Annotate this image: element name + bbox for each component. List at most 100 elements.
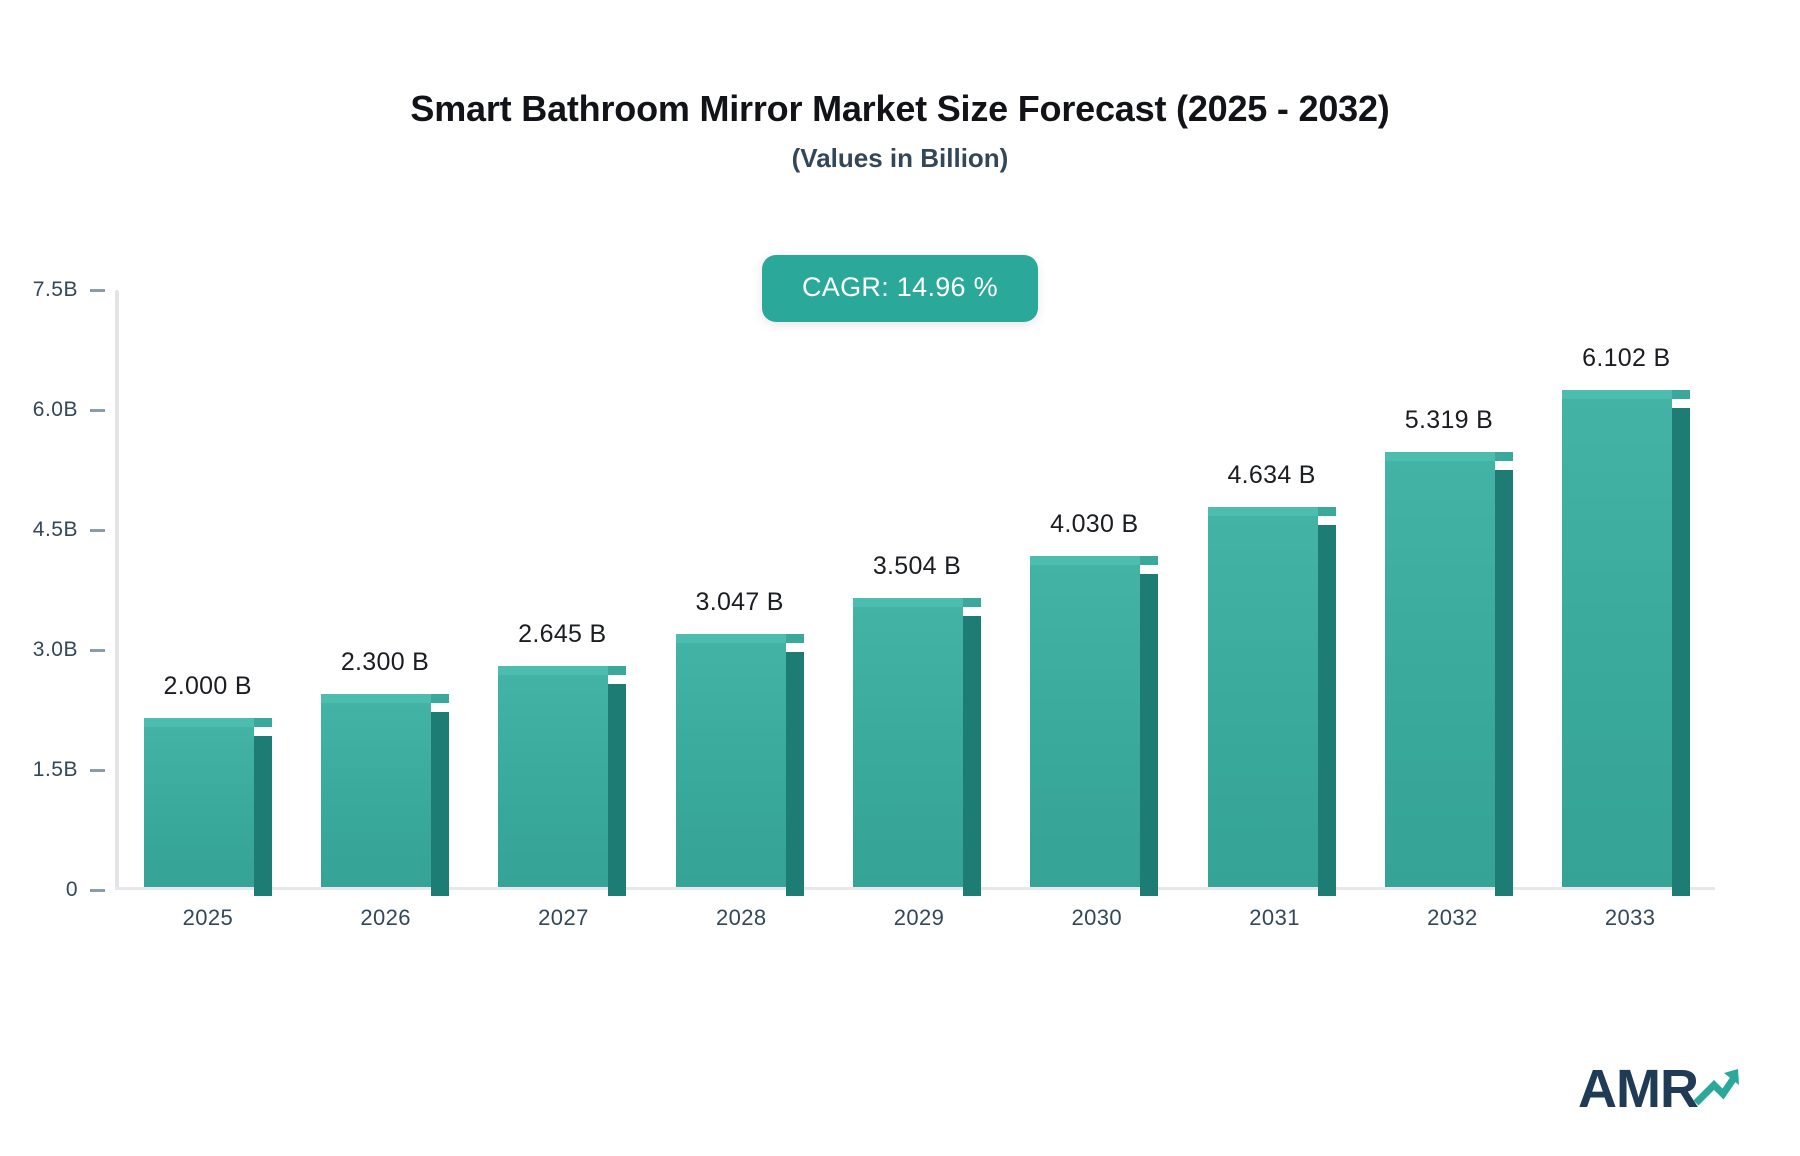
bar-top-corner <box>785 634 804 644</box>
bar-value-label: 2.300 B <box>340 648 430 676</box>
y-axis-tick-mark <box>90 408 105 412</box>
bar-front-face <box>1030 564 1141 887</box>
y-axis-tick-mark <box>90 528 105 532</box>
x-axis-label: 2027 <box>538 905 589 930</box>
bar[interactable] <box>675 634 804 896</box>
growth-arrow-icon <box>1693 1067 1740 1112</box>
bar-front-face <box>1384 461 1495 887</box>
chart-title: Smart Bathroom Mirror Market Size Foreca… <box>410 88 1390 129</box>
bar-front-face <box>143 727 254 887</box>
bar-value-label: 4.030 B <box>1050 509 1139 538</box>
bar-value-label: 2.000 B <box>163 672 252 700</box>
x-axis-label: 2028 <box>715 905 767 930</box>
x-axis-label: 2032 <box>1427 905 1478 930</box>
bar-top-corner <box>962 597 981 607</box>
y-axis-tick-label: 1.5B <box>32 758 78 781</box>
bar-value-label: 3.047 B <box>695 588 784 617</box>
bar-slot: 4.030 B <box>1006 290 1183 896</box>
amr-logo: AMR <box>1578 1062 1740 1116</box>
y-axis-tick-mark <box>90 888 105 892</box>
bar-top-face <box>1562 389 1673 399</box>
bar-side-face <box>1317 525 1336 896</box>
y-axis-tick: 1.5B <box>33 758 115 782</box>
bar[interactable] <box>320 694 449 896</box>
bar-side-face <box>430 712 449 896</box>
x-axis-label: 2025 <box>182 905 234 930</box>
bar-top-face <box>675 634 786 644</box>
y-axis-tick-label: 0 <box>65 878 78 901</box>
bar-slot: 5.319 B <box>1360 290 1537 896</box>
bar-front-face <box>320 703 431 887</box>
x-axis-labels: 2025 2026 2027 2028 2029 2030 2031 2032 2033 <box>119 905 1719 931</box>
bar-top-face <box>1384 452 1495 462</box>
bar-top-corner <box>253 718 272 727</box>
bar-series: 2.000 B 2.300 B 2.645 B 3.047 B 3.504 B 4.030… <box>119 290 1715 896</box>
chart-subtitle: (Values in Billion) <box>791 143 1009 174</box>
amr-logo-text: AMR <box>1578 1059 1699 1119</box>
bar-slot: 3.047 B <box>651 290 828 896</box>
bar-value-label: 4.634 B <box>1227 461 1316 490</box>
bar-value-label: 3.504 B <box>872 551 962 580</box>
bar-front-face <box>1562 398 1673 887</box>
bar-slot: 2.000 B <box>119 290 296 896</box>
x-axis-label: 2029 <box>893 905 945 930</box>
bar[interactable] <box>1030 555 1159 896</box>
y-axis-tick: 0 <box>66 878 115 902</box>
bar-front-face <box>852 606 963 887</box>
bar-top-corner <box>1494 452 1513 462</box>
bar[interactable] <box>498 666 627 896</box>
bar-top-corner <box>1317 507 1336 517</box>
bar-front-face <box>498 675 609 887</box>
bar-value-label: 6.102 B <box>1582 343 1671 372</box>
bar[interactable] <box>852 597 981 896</box>
bar-side-face <box>1494 470 1513 896</box>
cagr-badge: CAGR: 14.96 % <box>762 255 1038 322</box>
bar-value-label: 2.645 B <box>518 620 607 649</box>
bar-slot: 6.102 B <box>1538 290 1715 896</box>
plot-area: 0 1.5B 3.0B 4.5B 6.0B 7.5B 2.000 B 2.300 B 2.64… <box>33 278 1715 901</box>
chart-header: Smart Bathroom Mirror Market Size Foreca… <box>0 88 1800 174</box>
bar-top-corner <box>1140 555 1159 565</box>
y-axis-tick: 6.0B <box>33 398 115 422</box>
bar-top-face <box>1207 507 1318 517</box>
bar[interactable] <box>1384 452 1513 896</box>
y-axis-tick: 4.5B <box>33 518 115 542</box>
x-axis-line <box>115 887 1715 890</box>
bar-value-label: 5.319 B <box>1404 406 1494 435</box>
bar-top-face <box>498 666 609 676</box>
y-axis-tick-mark <box>90 768 105 772</box>
y-axis-tick: 7.5B <box>33 278 115 302</box>
bar-slot: 2.645 B <box>474 290 651 896</box>
y-axis-tick: 3.0B <box>33 638 115 662</box>
bar-top-corner <box>430 694 449 703</box>
y-axis-tick-mark <box>90 648 105 652</box>
bar-side-face <box>962 615 981 896</box>
bar-top-face <box>143 718 254 727</box>
y-axis-line <box>115 290 119 890</box>
bar-top-face <box>320 694 431 703</box>
bar-side-face <box>253 736 272 896</box>
bar[interactable] <box>143 718 272 896</box>
x-axis-label: 2031 <box>1249 905 1300 930</box>
bar[interactable] <box>1207 507 1336 896</box>
y-axis-tick-label: 7.5B <box>32 278 78 301</box>
bar[interactable] <box>1562 389 1691 896</box>
bar-top-corner <box>1672 389 1691 399</box>
x-axis-label: 2033 <box>1604 905 1656 930</box>
bar-top-face <box>852 597 963 607</box>
bar-front-face <box>1207 516 1318 887</box>
cagr-badge-wrapper: CAGR: 14.96 % <box>0 255 1800 322</box>
bar-front-face <box>675 643 786 887</box>
bar-slot: 2.300 B <box>296 290 473 896</box>
bar-side-face <box>1140 573 1159 896</box>
bar-top-corner <box>608 666 627 676</box>
bar-side-face <box>1672 407 1691 896</box>
bar-side-face <box>608 684 627 896</box>
bar-slot: 4.634 B <box>1183 290 1360 896</box>
x-axis-label: 2026 <box>360 905 411 930</box>
y-axis-tick-label: 6.0B <box>32 398 78 421</box>
bar-slot: 3.504 B <box>828 290 1005 896</box>
bar-top-face <box>1030 555 1141 565</box>
y-axis-tick-label: 4.5B <box>32 518 78 541</box>
